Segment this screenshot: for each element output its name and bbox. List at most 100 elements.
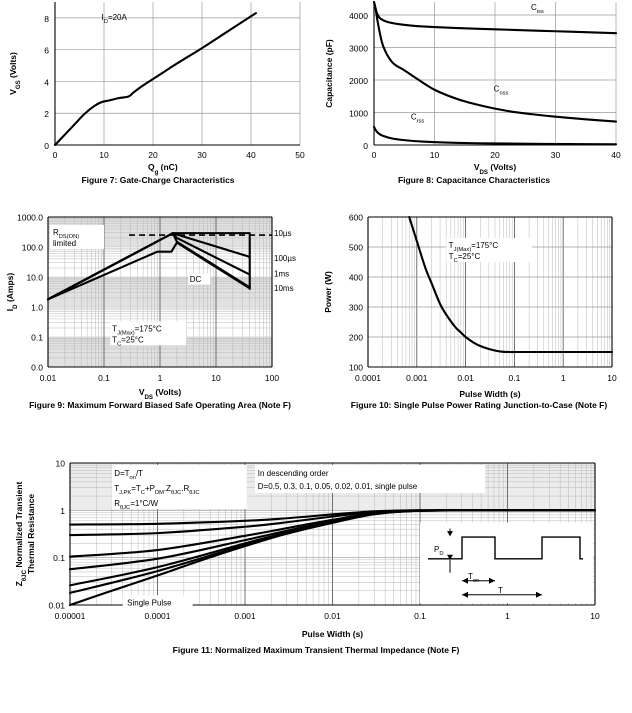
figure-7: 0 10 20 30 40 50 0 2 4 6 8 ID=20A Qg (nC) VGS (Volts)… [0,0,316,200]
svg-text:1: 1 [561,373,566,383]
svg-text:10µs: 10µs [274,229,292,238]
svg-text:VDS (Volts): VDS (Volts) [474,162,517,176]
svg-text:10ms: 10ms [274,284,294,293]
figure-11: 0.00001 0.0001 0.001 0.01 0.1 1 10 0.01 0.1 1 10 D=… [0,455,632,675]
svg-text:50: 50 [295,150,305,160]
figure-10-caption: Figure 10: Single Pulse Power Rating Jun… [350,400,608,410]
svg-text:600: 600 [349,213,363,223]
svg-text:limited: limited [53,239,76,248]
svg-text:2000: 2000 [349,76,368,86]
svg-text:D=Ton/T: D=Ton/T [114,469,143,481]
svg-text:0.01: 0.01 [48,601,65,611]
svg-text:Single Pulse: Single Pulse [127,598,172,607]
svg-text:0.1: 0.1 [31,333,43,343]
svg-text:0.0: 0.0 [31,363,43,373]
figure-9: 0.01 0.1 1 10 100 0.0 0.1 1.0 10.0 100.0 1000.0 10µ… [0,205,316,455]
svg-text:Pulse Width (s): Pulse Width (s) [302,629,363,639]
svg-text:300: 300 [349,303,363,313]
figure-10: 0.0001 0.001 0.01 0.1 1 10 100 200 300 400 500 600 T… [316,205,632,455]
svg-text:1: 1 [60,506,65,516]
svg-text:VGS (Volts): VGS (Volts) [8,52,22,95]
svg-text:1.0: 1.0 [31,303,43,313]
svg-text:0.01: 0.01 [457,373,474,383]
svg-text:40: 40 [611,150,621,160]
svg-text:2: 2 [44,109,49,119]
svg-text:TJ(Max)=175°C: TJ(Max)=175°C [112,324,162,336]
svg-text:10: 10 [607,373,617,383]
svg-text:0.0001: 0.0001 [355,373,381,383]
svg-text:0: 0 [372,150,377,160]
figure-9-caption: Figure 9: Maximum Forward Biased Safe Op… [29,400,291,410]
svg-text:Pulse Width (s): Pulse Width (s) [459,389,520,399]
svg-text:Crss: Crss [411,113,425,125]
svg-text:TJ,PK=TC+PDM.ZθJC.RθJC: TJ,PK=TC+PDM.ZθJC.RθJC [114,484,199,496]
svg-text:0.1: 0.1 [508,373,520,383]
figure-11-caption: Figure 11: Normalized Maximum Transient … [172,645,460,655]
svg-text:ID=20A: ID=20A [102,13,128,25]
svg-text:VDS (Volts): VDS (Volts) [139,387,182,401]
figure-7-plot: 0 10 20 30 40 50 0 2 4 6 8 ID=20A Qg (nC) VGS (Volts) [8,2,305,176]
svg-text:1000.0: 1000.0 [17,213,43,223]
svg-text:4: 4 [44,77,49,87]
svg-text:100: 100 [265,373,279,383]
svg-text:0.1: 0.1 [414,611,426,621]
svg-text:0.1: 0.1 [98,373,110,383]
svg-text:TJ(Max)=175°C: TJ(Max)=175°C [449,241,499,253]
svg-text:In descending order: In descending order [258,469,329,478]
figure-9-plot: 0.01 0.1 1 10 1000.00.11.010.0100.01000.010µ… [5,213,296,401]
svg-text:20: 20 [490,150,500,160]
svg-text:40: 40 [246,150,256,160]
svg-text:0.0001: 0.0001 [145,611,171,621]
svg-text:0.001: 0.001 [406,373,428,383]
svg-text:30: 30 [197,150,207,160]
svg-text:Coss: Coss [494,84,509,96]
svg-text:10: 10 [99,150,109,160]
svg-text:Ton: Ton [468,572,479,584]
svg-text:0: 0 [44,141,49,151]
svg-text:500: 500 [349,243,363,253]
figure-11-plot: 0.00001 0.0001 0.001 0.01 0.1 1 10 0.01 0.1 1 10 D=… [14,459,600,640]
figure-8-caption: Figure 8: Capacitance Characteristics [397,175,551,185]
svg-text:D=0.5, 0.3, 0.1, 0.05, 0.02, 0: D=0.5, 0.3, 0.1, 0.05, 0.02, 0.01, singl… [258,482,418,491]
svg-text:1: 1 [158,373,163,383]
svg-text:30: 30 [551,150,561,160]
svg-text:TC=25°C: TC=25°C [112,335,144,347]
svg-text:Thermal Resistance: Thermal Resistance [26,494,36,575]
svg-text:ID (Amps): ID (Amps) [5,273,19,312]
svg-text:1ms: 1ms [274,270,289,279]
svg-text:0.01: 0.01 [40,373,57,383]
figure-8: 0 10 20 30 40 0 1000 2000 3000 4000 Ciss Coss Crss VD… [316,0,632,200]
svg-text:ZθJC Normalized Transient: ZθJC Normalized Transient [14,482,28,587]
svg-text:10.0: 10.0 [26,273,43,283]
svg-text:0.00001: 0.00001 [55,611,86,621]
svg-text:0.001: 0.001 [234,611,256,621]
svg-text:1: 1 [505,611,510,621]
svg-text:0: 0 [53,150,58,160]
svg-text:4000: 4000 [349,11,368,21]
figure-10-plot: 0.0001 0.001 0.01 0.1 1 10 100 200 300 400 500 600 T… [323,213,617,400]
svg-text:Power (W): Power (W) [323,271,333,313]
svg-text:0.01: 0.01 [324,611,341,621]
svg-text:100.0: 100.0 [22,243,44,253]
figure-7-caption: Figure 7: Gate-Charge Characteristics [81,175,235,185]
svg-text:20: 20 [148,150,158,160]
svg-text:Capacitance (pF): Capacitance (pF) [324,39,334,108]
svg-text:10: 10 [56,459,66,469]
svg-text:3000: 3000 [349,44,368,54]
svg-text:100: 100 [349,363,363,373]
svg-text:RDS(ON): RDS(ON) [53,228,79,240]
svg-text:0: 0 [363,141,368,151]
svg-text:10: 10 [430,150,440,160]
svg-text:400: 400 [349,273,363,283]
svg-text:PD: PD [434,545,444,557]
svg-text:Ciss: Ciss [531,3,544,15]
svg-text:6: 6 [44,46,49,56]
svg-text:TC=25°C: TC=25°C [449,252,481,264]
figure-8-plot: 0 10 20 30 40 0 1000 2000 3000 4000 Ciss Coss Crss VD… [324,0,621,176]
svg-text:DC: DC [190,275,202,284]
svg-text:RθJC=1°C/W: RθJC=1°C/W [114,499,158,511]
svg-text:8: 8 [44,14,49,24]
svg-text:0.1: 0.1 [53,553,65,563]
svg-text:1000: 1000 [349,109,368,119]
svg-text:200: 200 [349,333,363,343]
